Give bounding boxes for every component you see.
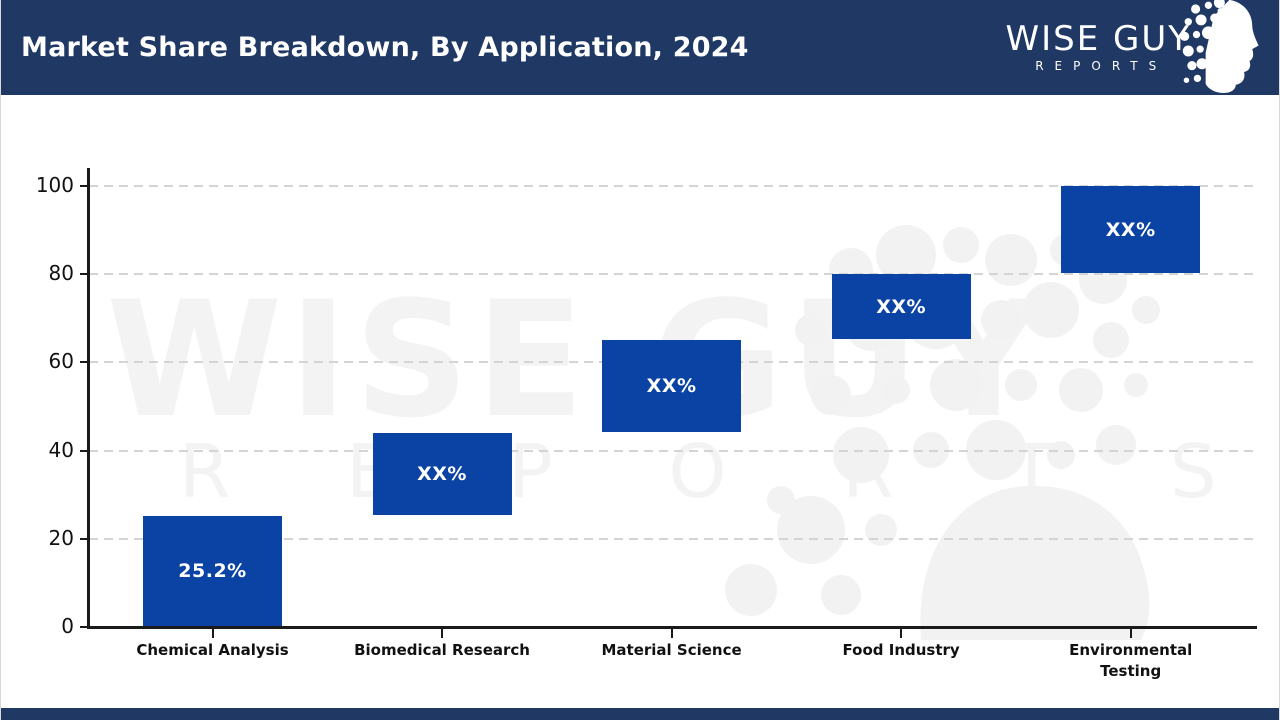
x-tick-label: Food Industry [842, 641, 960, 659]
x-tick-label: Material Science [601, 641, 742, 659]
y-axis-line [87, 168, 90, 629]
bar-value-label: XX% [876, 295, 927, 318]
x-axis-line [87, 626, 1257, 629]
gridline-40 [89, 449, 1256, 452]
x-tick-label: Chemical Analysis [136, 641, 289, 659]
header-bar: Market Share Breakdown, By Application, … [1, 0, 1279, 95]
bar-value-label: XX% [646, 375, 697, 398]
bar-material-science: XX% [602, 340, 742, 432]
logo-wordmark: WISE GUY [1005, 19, 1191, 59]
gridline-20 [89, 537, 1256, 540]
logo-subtext: REPORTS [1035, 59, 1168, 73]
bar-chemical-analysis: 25.2% [143, 515, 282, 626]
y-tick-60 [80, 361, 88, 364]
x-tick-label: Biomedical Research [354, 641, 530, 659]
bar-value-label: 25.2% [178, 559, 247, 582]
bar-food-industry: XX% [831, 274, 971, 340]
x-tick-3 [900, 629, 903, 638]
bar-value-label: XX% [1105, 218, 1156, 241]
y-tick-100 [80, 185, 88, 187]
y-tick-40 [80, 449, 88, 452]
x-tick-4 [1129, 629, 1132, 638]
y-tick-label: 100 [35, 173, 74, 197]
x-tick-2 [670, 629, 673, 638]
y-tick-label: 0 [61, 614, 74, 638]
logo-text: WISE GUY REPORTS [1005, 22, 1191, 73]
x-tick-label: Environmental Testing [1069, 641, 1193, 680]
y-tick-20 [80, 537, 88, 540]
head-profile-icon [1177, 0, 1269, 97]
y-tick-label: 60 [48, 349, 74, 374]
y-tick-label: 20 [48, 525, 74, 550]
y-tick-0 [80, 626, 88, 628]
y-tick-label: 80 [48, 261, 74, 286]
page-title: Market Share Breakdown, By Application, … [21, 32, 749, 63]
bar-value-label: XX% [417, 462, 467, 485]
gridline-100 [89, 185, 1256, 187]
bar-biomedical-research: XX% [372, 432, 512, 515]
x-tick-1 [441, 629, 444, 638]
x-tick-0 [211, 629, 214, 638]
y-tick-80 [80, 273, 88, 276]
wise-guy-logo: WISE GUY REPORTS [1005, 0, 1279, 97]
footer-bar [1, 708, 1279, 720]
gridline-80 [89, 273, 1256, 276]
bar-environmental-testing: XX% [1061, 186, 1201, 274]
y-tick-label: 40 [48, 437, 74, 462]
